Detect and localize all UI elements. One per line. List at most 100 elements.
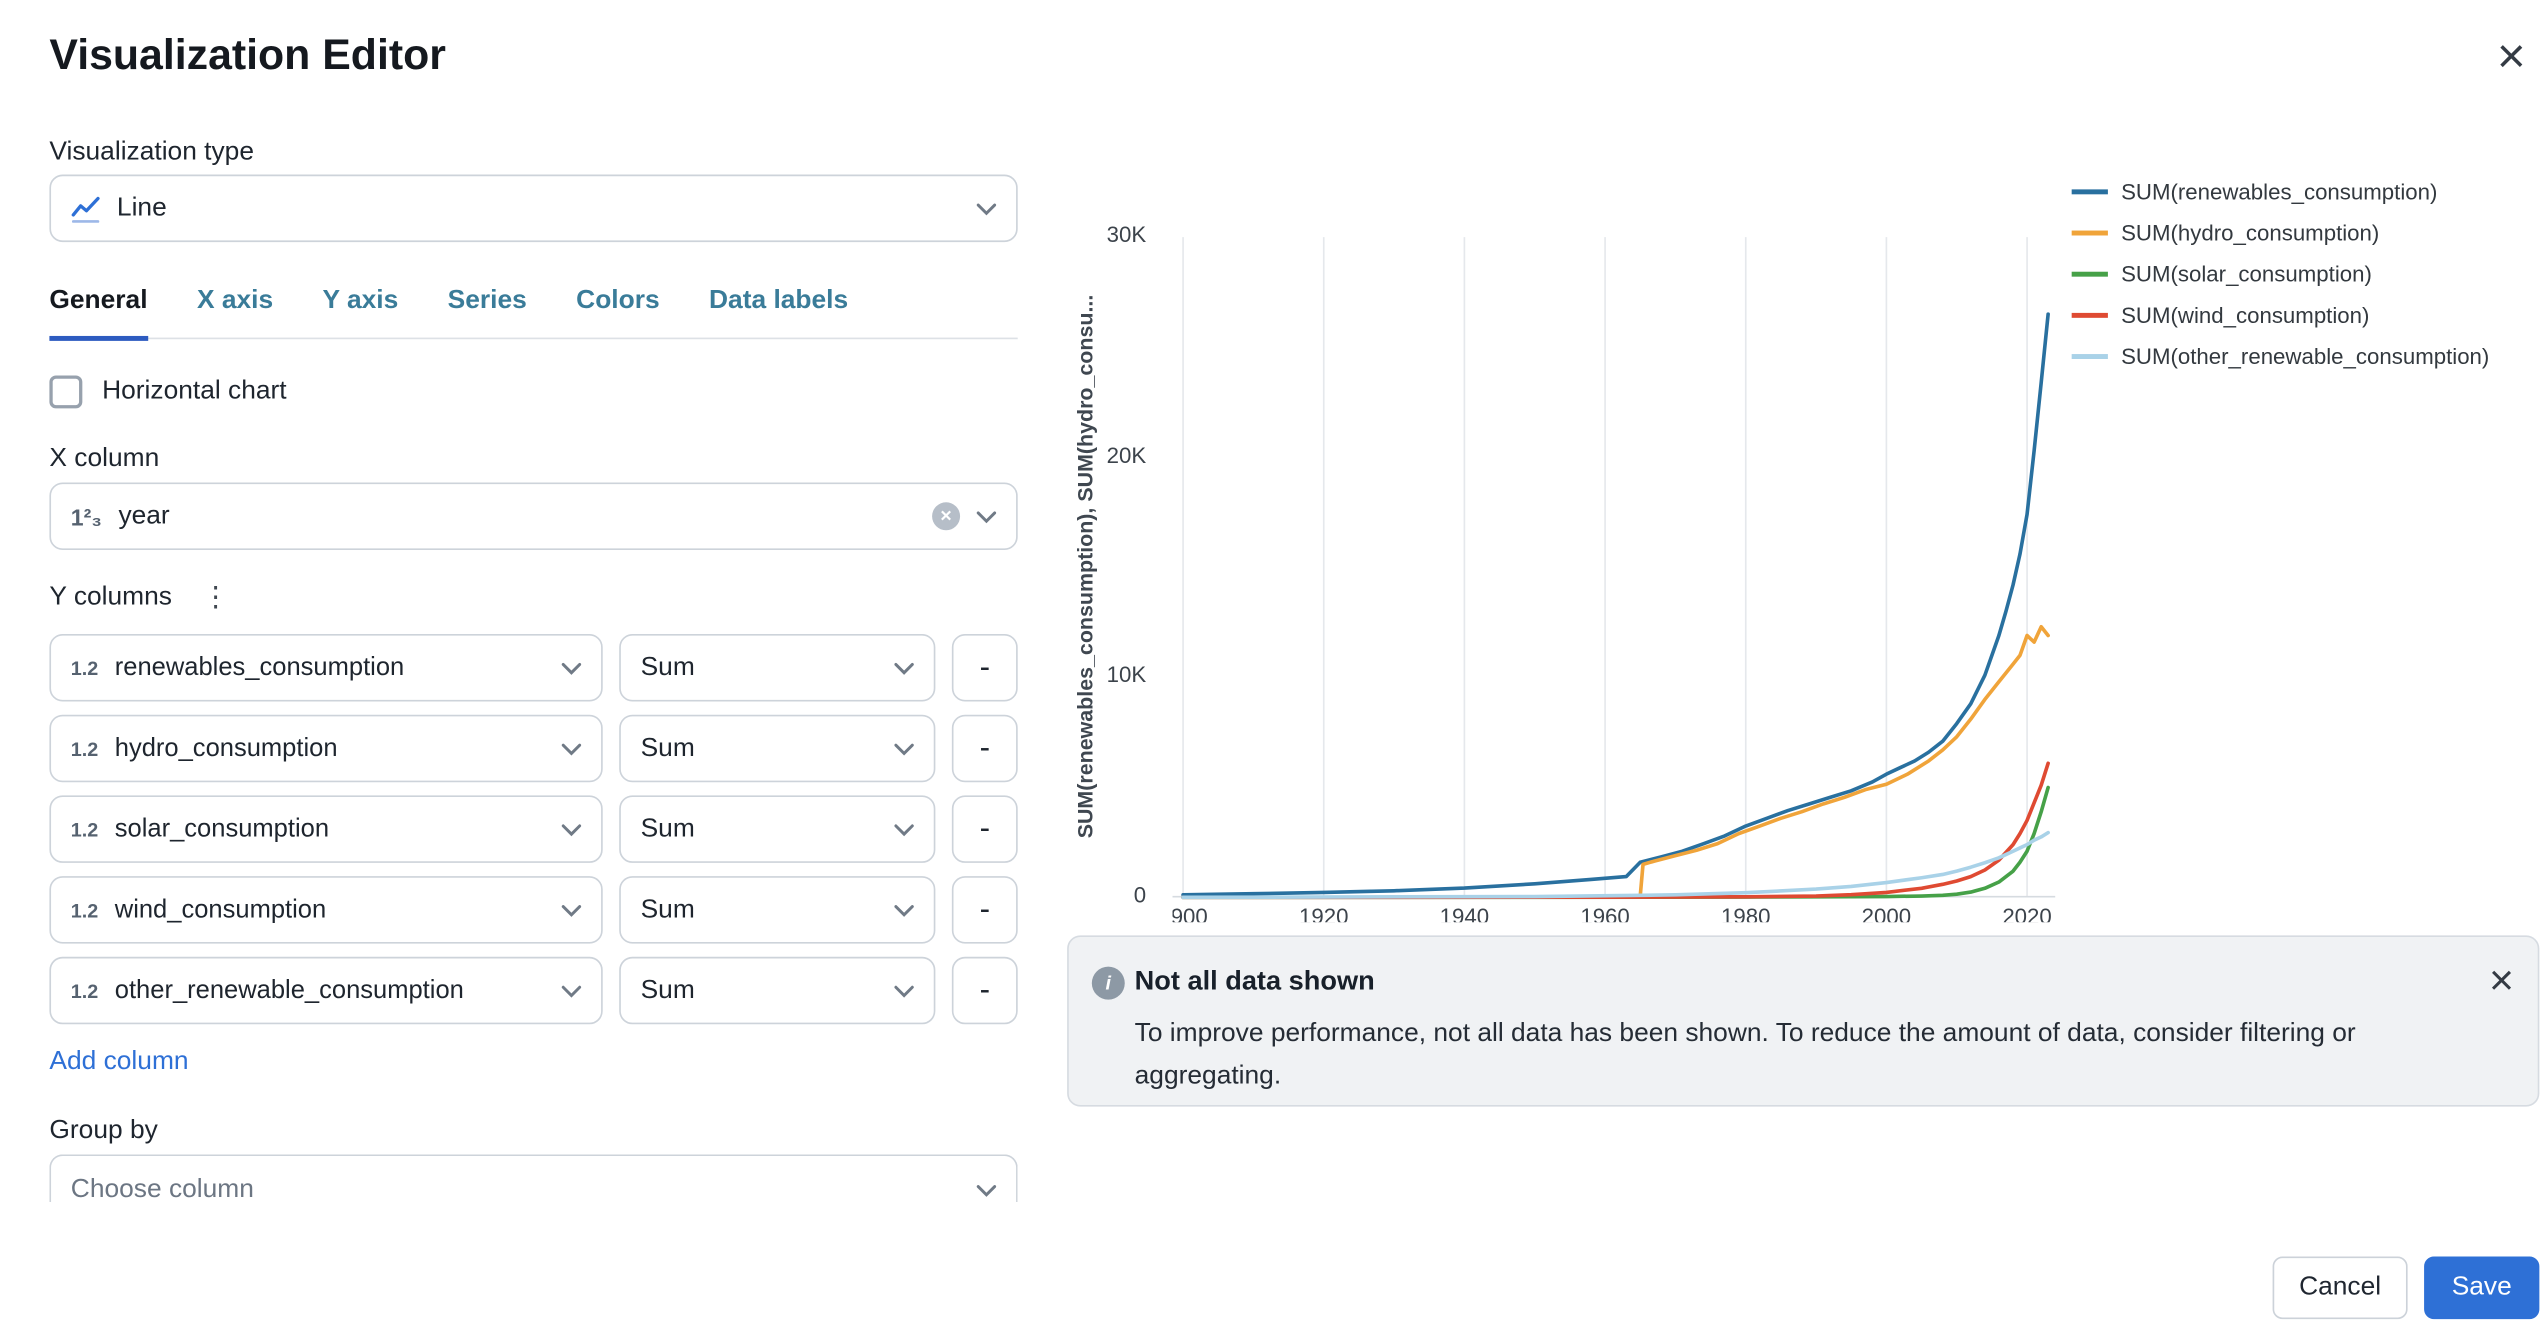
- legend-swatch: [2071, 188, 2108, 194]
- decimal-type-icon: 1.2: [70, 817, 99, 841]
- chevron-down-icon: [561, 984, 582, 997]
- group-by-placeholder: Choose column: [70, 1174, 254, 1203]
- add-column-link[interactable]: Add column: [49, 1047, 189, 1076]
- y-column-value: renewables_consumption: [114, 652, 405, 681]
- aggregation-select[interactable]: Sum: [619, 956, 936, 1025]
- group-by-label: Group by: [49, 1116, 158, 1145]
- legend-item[interactable]: SUM(renewables_consumption): [2071, 175, 2490, 208]
- tab-bar: General X axis Y axis Series Colors Data…: [49, 286, 1018, 341]
- x-column-label: X column: [49, 444, 160, 473]
- aggregation-select[interactable]: Sum: [619, 876, 936, 944]
- aggregation-select[interactable]: Sum: [619, 714, 936, 783]
- series-line: [1181, 830, 2050, 900]
- clear-icon[interactable]: ×: [932, 502, 961, 531]
- decimal-type-icon: 1.2: [70, 979, 99, 1003]
- y-column-row: 1.2 other_renewable_consumption Sum -: [49, 956, 1018, 1025]
- x-axis-ticks: 1900 1920 1940 1960 1980 2000 2020: [1173, 904, 2056, 922]
- decimal-type-icon: 1.2: [70, 736, 99, 760]
- cancel-button[interactable]: Cancel: [2272, 1256, 2408, 1320]
- chevron-down-icon: [561, 661, 582, 674]
- legend-swatch: [2071, 270, 2108, 276]
- x-tick-label: 1900: [1173, 904, 1208, 923]
- legend-swatch: [2071, 229, 2108, 235]
- y-column-row: 1.2 wind_consumption Sum -: [49, 876, 1018, 944]
- y-columns-label: Y columns: [49, 582, 172, 611]
- aggregation-select[interactable]: Sum: [619, 795, 936, 863]
- remove-column-button[interactable]: -: [951, 956, 1018, 1025]
- chevron-down-icon: [894, 742, 914, 755]
- chevron-down-icon: [894, 903, 914, 917]
- legend-label: SUM(wind_consumption): [2121, 302, 2370, 327]
- y-column-select[interactable]: 1.2 other_renewable_consumption: [49, 956, 603, 1025]
- alert-close-icon[interactable]: ×: [2478, 957, 2524, 1003]
- series-line: [1638, 624, 2050, 899]
- y-column-select[interactable]: 1.2 wind_consumption: [49, 876, 603, 944]
- y-column-select[interactable]: 1.2 hydro_consumption: [49, 714, 603, 783]
- tab-general[interactable]: General: [49, 287, 148, 341]
- series-line: [1181, 312, 2050, 897]
- group-by-select[interactable]: Choose column: [49, 1154, 1018, 1203]
- aggregation-select[interactable]: Sum: [619, 634, 936, 702]
- x-tick-label: 1960: [1580, 904, 1630, 923]
- horizontal-chart-checkbox-row[interactable]: Horizontal chart: [49, 375, 287, 409]
- chevron-down-icon: [976, 202, 997, 215]
- series-line: [1181, 785, 2050, 900]
- kebab-menu-icon[interactable]: ⋮: [201, 581, 230, 613]
- tab-series[interactable]: Series: [447, 286, 527, 315]
- x-column-value: year: [118, 501, 170, 530]
- y-column-value: wind_consumption: [114, 895, 327, 924]
- x-tick-label: 1980: [1720, 904, 1771, 923]
- integer-type-icon: 1²₃: [70, 503, 102, 530]
- visualization-type-label: Visualization type: [49, 138, 254, 167]
- series-line: [1181, 761, 2050, 900]
- chevron-down-icon: [976, 1183, 997, 1197]
- y-tick-label: 10K: [1106, 662, 1147, 688]
- y-tick-label: 30K: [1106, 222, 1147, 248]
- chevron-down-icon: [894, 823, 914, 836]
- info-icon: i: [1091, 966, 1125, 1000]
- line-chart-icon: [71, 193, 101, 223]
- remove-column-button[interactable]: -: [951, 634, 1018, 702]
- visualization-type-value: Line: [116, 193, 167, 222]
- y-tick-label: 20K: [1106, 442, 1147, 468]
- x-column-select[interactable]: 1²₃ year ×: [49, 482, 1018, 551]
- remove-column-button[interactable]: -: [951, 795, 1018, 863]
- save-button[interactable]: Save: [2424, 1256, 2540, 1320]
- chevron-down-icon: [561, 823, 582, 836]
- y-column-select[interactable]: 1.2 renewables_consumption: [49, 634, 603, 702]
- y-tick-label: 0: [1133, 882, 1147, 908]
- legend-item[interactable]: SUM(wind_consumption): [2071, 298, 2490, 331]
- aggregation-value: Sum: [640, 814, 695, 843]
- visualization-type-select[interactable]: Line: [49, 174, 1018, 243]
- page-title: Visualization Editor: [49, 29, 446, 80]
- legend-label: SUM(solar_consumption): [2121, 261, 2372, 286]
- remove-column-button[interactable]: -: [951, 714, 1018, 783]
- x-tick-label: 2000: [1861, 904, 1912, 923]
- aggregation-value: Sum: [640, 652, 695, 681]
- x-tick-label: 2020: [2002, 904, 2052, 923]
- legend-item[interactable]: SUM(other_renewable_consumption): [2071, 339, 2489, 372]
- chevron-down-icon: [894, 984, 914, 997]
- close-icon[interactable]: ×: [2487, 32, 2536, 82]
- chart-legend: SUM(renewables_consumption) SUM(hydro_con…: [2071, 175, 2490, 381]
- legend-swatch: [2071, 312, 2108, 318]
- tab-data-labels[interactable]: Data labels: [709, 286, 849, 315]
- legend-item[interactable]: SUM(solar_consumption): [2071, 257, 2490, 290]
- tab-colors[interactable]: Colors: [576, 286, 660, 315]
- chart-plot-svg: [1172, 237, 2056, 900]
- remove-column-button[interactable]: -: [951, 876, 1018, 944]
- legend-item[interactable]: SUM(hydro_consumption): [2071, 216, 2490, 249]
- y-column-select[interactable]: 1.2 solar_consumption: [49, 795, 603, 863]
- horizontal-chart-checkbox[interactable]: [49, 375, 83, 409]
- x-tick-label: 1920: [1298, 904, 1349, 923]
- not-all-data-alert: i Not all data shown To improve performa…: [1067, 935, 2540, 1107]
- alert-message: To improve performance, not all data has…: [1134, 1019, 2356, 1091]
- tab-x-axis[interactable]: X axis: [196, 286, 274, 315]
- legend-label: SUM(hydro_consumption): [2121, 219, 2380, 245]
- y-column-value: other_renewable_consumption: [114, 975, 464, 1004]
- y-column-row: 1.2 hydro_consumption Sum -: [49, 714, 1018, 783]
- y-column-row: 1.2 renewables_consumption Sum -: [49, 634, 1018, 702]
- legend-label: SUM(renewables_consumption): [2121, 178, 2438, 204]
- tab-y-axis[interactable]: Y axis: [322, 286, 399, 315]
- chevron-down-icon: [561, 742, 582, 755]
